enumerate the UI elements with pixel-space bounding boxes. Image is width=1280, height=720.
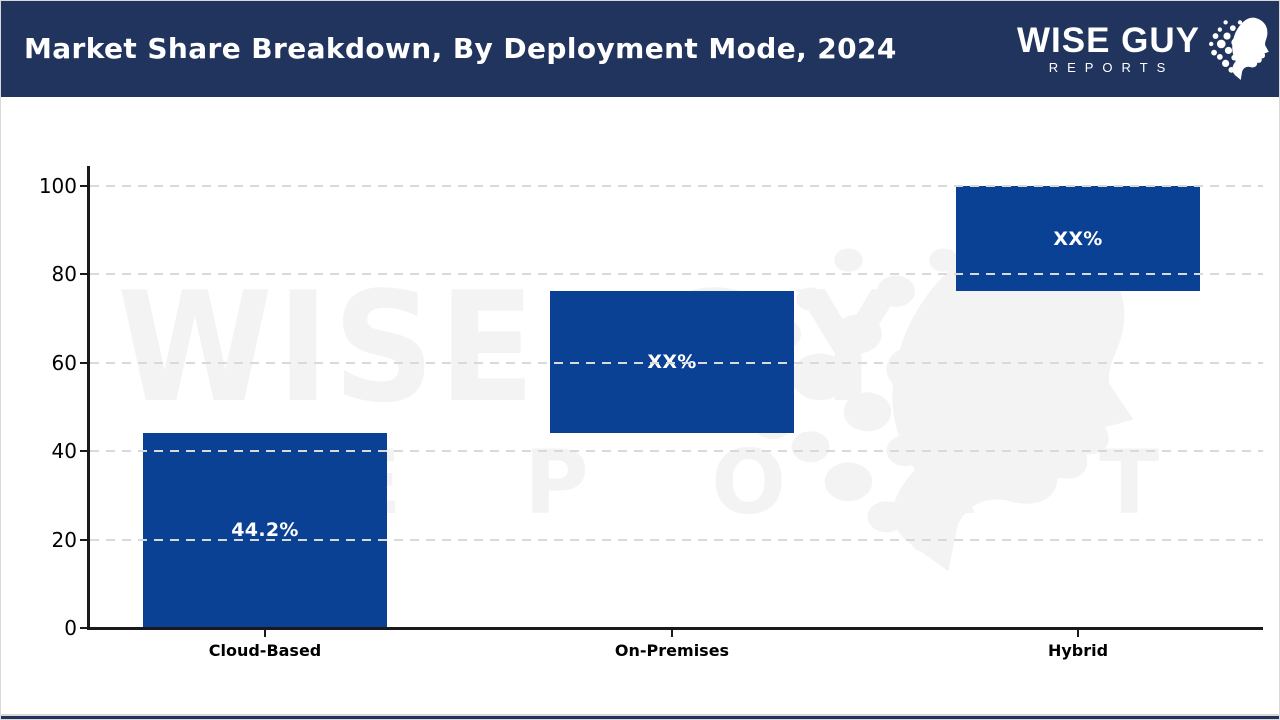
wiseguy-logo: WISE GUY REPORTS — [1017, 7, 1269, 91]
page-title: Market Share Breakdown, By Deployment Mo… — [24, 32, 897, 65]
bar-value-label: XX% — [1053, 227, 1103, 250]
x-category-label: On-Premises — [614, 641, 730, 660]
footer-divider — [1, 714, 1279, 716]
x-axis-line — [87, 627, 1263, 630]
bar-cloud-based: 44.2% — [143, 432, 387, 628]
y-axis-tick — [80, 627, 89, 629]
y-axis-tick — [80, 185, 89, 187]
bar-value-label: 44.2% — [231, 519, 299, 542]
gridline-100 — [90, 185, 1263, 187]
y-axis-tick-label: 80 — [51, 262, 77, 287]
x-category-label: Cloud-Based — [208, 641, 322, 660]
x-axis-tick — [1077, 629, 1079, 637]
y-axis-tick-label: 60 — [51, 350, 77, 375]
x-axis-tick — [264, 629, 266, 637]
y-axis-tick-label: 40 — [51, 439, 77, 464]
x-axis-tick — [671, 629, 673, 637]
gridline-40 — [90, 450, 1263, 453]
gridline-80 — [90, 273, 1263, 276]
bar-hybrid: XX% — [956, 186, 1200, 292]
y-axis-tick — [80, 450, 89, 453]
logo-wordmark: WISE GUY REPORTS — [1017, 21, 1201, 76]
y-axis-tick-label: 20 — [51, 527, 77, 552]
logo-subtext: REPORTS — [1048, 60, 1175, 75]
y-axis-line — [87, 166, 90, 630]
y-axis-tick-label: 0 — [64, 616, 77, 640]
header: Market Share Breakdown, By Deployment Mo… — [1, 1, 1279, 97]
gridline-60 — [90, 361, 1263, 364]
footer-accent-bar — [1, 716, 1279, 719]
y-axis-tick — [80, 538, 89, 541]
y-axis-tick — [80, 273, 89, 276]
gridline-20 — [90, 538, 1263, 541]
logo-name: WISE GUY — [1017, 21, 1201, 60]
x-category-label: Hybrid — [1047, 641, 1109, 660]
y-axis-tick-label: 100 — [38, 174, 77, 198]
y-axis-tick — [80, 361, 89, 364]
